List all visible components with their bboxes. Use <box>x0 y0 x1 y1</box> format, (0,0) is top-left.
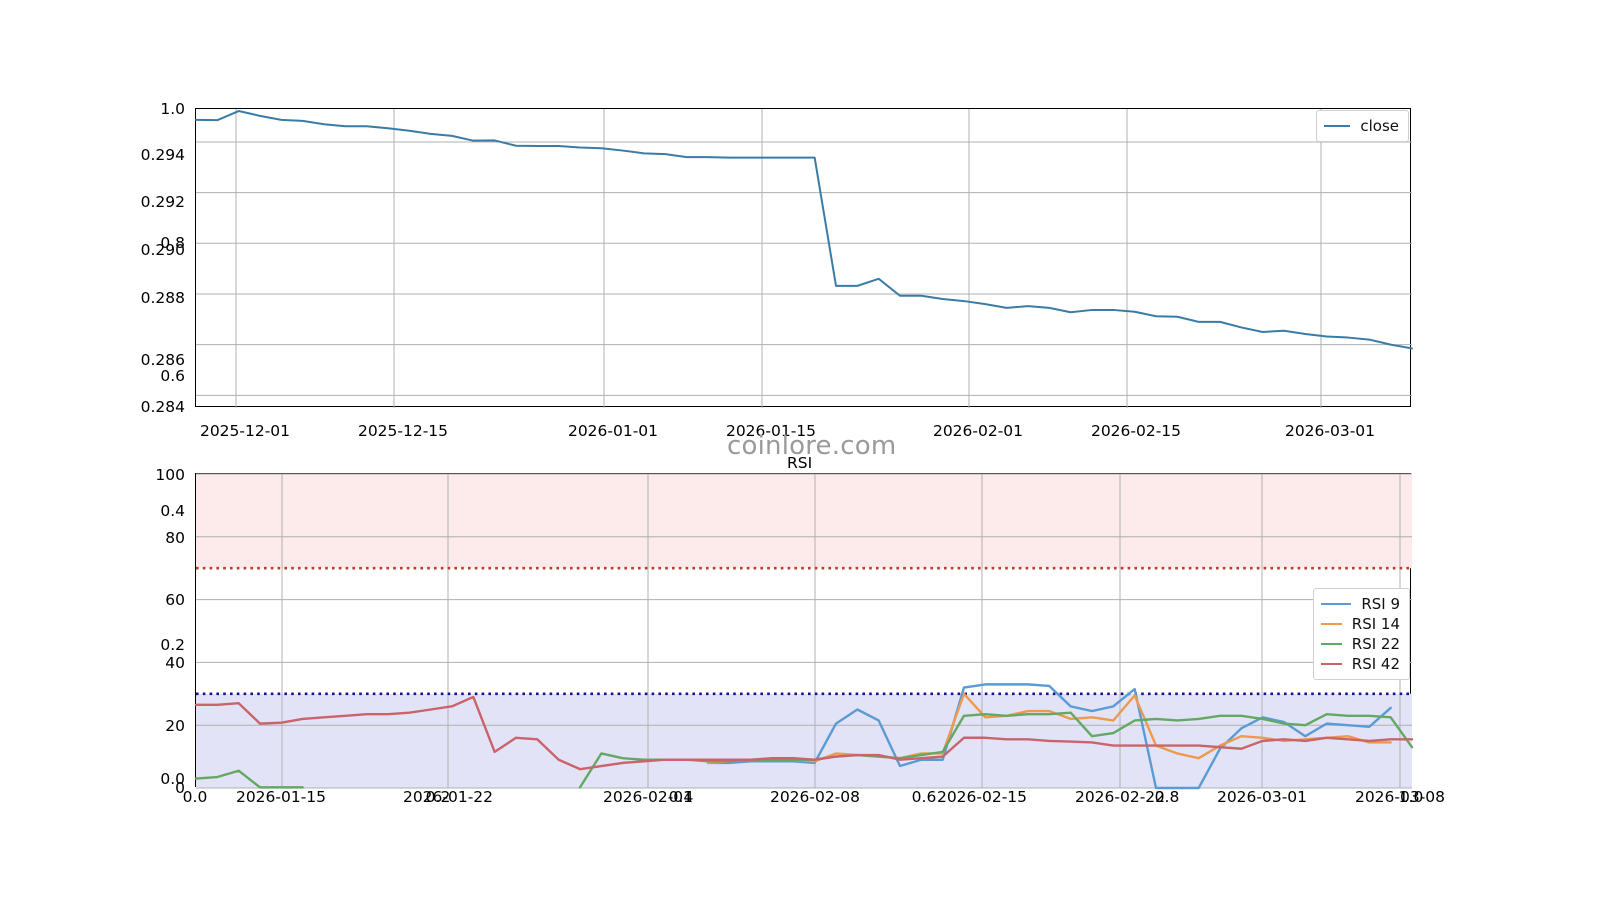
rsi-xtick-date-2: 2026-02-01 <box>602 788 694 806</box>
rsi-ytick-3: 40 <box>165 654 185 672</box>
price-overlay-ytick-0: 1.0 <box>160 100 185 118</box>
rsi42-line-swatch <box>1321 663 1342 665</box>
price-legend[interactable]: close <box>1316 110 1409 142</box>
price-ytick-5: 0.284 <box>140 398 185 416</box>
price-ytick-3: 0.288 <box>140 289 185 307</box>
rsi-overlay-ytick-0: 0.4 <box>160 502 185 520</box>
rsi-xtick-date-6: 2026-03-01 <box>1216 788 1308 806</box>
rsi-xtick-overlay-5: 1.0 <box>1398 788 1424 806</box>
rsi-xtick-overlay-0: 0.0 <box>182 788 208 806</box>
legend-label-rsi9: RSI 9 <box>1361 595 1400 613</box>
rsi-ytick-1: 80 <box>165 529 185 547</box>
price-overlay-ytick-1: 0.8 <box>160 234 185 252</box>
rsi-xtick-overlay-2: 0.4 <box>668 788 694 806</box>
legend-row-close[interactable]: close <box>1324 116 1399 136</box>
rsi-overlay-ytick-2: 0.0 <box>160 770 185 788</box>
legend-row-rsi42[interactable]: RSI 42 <box>1321 654 1400 674</box>
price-xtick-6: 2026-03-01 <box>1284 422 1376 440</box>
rsi-xtick-date-3: 2026-02-08 <box>769 788 861 806</box>
legend-label-close: close <box>1360 117 1399 135</box>
price-ytick-2: 0.290 <box>140 241 185 259</box>
price-xtick-5: 2026-02-15 <box>1090 422 1182 440</box>
rsi-xtick-overlay-4: 0.8 <box>1154 788 1180 806</box>
rsi-ytick-0: 100 <box>155 466 185 484</box>
price-chart-panel <box>195 108 1413 408</box>
rsi9-line-swatch <box>1321 603 1352 605</box>
price-xtick-3: 2026-01-15 <box>725 422 817 440</box>
price-xtick-2: 2026-01-01 <box>567 422 659 440</box>
price-series-plot <box>195 109 1413 408</box>
rsi-chart-panel <box>194 473 1414 790</box>
legend-row-rsi9[interactable]: RSI 9 <box>1321 594 1400 614</box>
price-overlay-ytick-2: 0.6 <box>160 367 185 385</box>
rsi-xtick-date-5: 2026-02-22 <box>1074 788 1166 806</box>
legend-row-rsi22[interactable]: RSI 22 <box>1321 634 1400 654</box>
legend-label-rsi42: RSI 42 <box>1351 655 1400 673</box>
coinlore-watermark: coinlore.com <box>727 431 897 461</box>
rsi-series-plot <box>194 473 1414 790</box>
rsi-panel-title: RSI <box>787 454 813 472</box>
price-ytick-4: 0.286 <box>140 351 185 369</box>
price-ytick-1: 0.292 <box>140 193 185 211</box>
rsi-overlay-ytick-1: 0.2 <box>160 636 185 654</box>
rsi-xtick-date-1: 2026-01-22 <box>402 788 494 806</box>
rsi22-line-swatch <box>1321 643 1342 645</box>
legend-label-rsi22: RSI 22 <box>1351 635 1400 653</box>
rsi-xtick-date-7: 2026-03-08 <box>1354 788 1446 806</box>
price-ytick-0: 0.294 <box>140 146 185 164</box>
rsi-xtick-overlay-3: 0.6 <box>911 788 937 806</box>
rsi-xtick-overlay-1: 0.2 <box>425 788 451 806</box>
price-xtick-1: 2025-12-15 <box>357 422 449 440</box>
price-xtick-4: 2026-02-01 <box>932 422 1024 440</box>
rsi-ytick-4: 20 <box>165 717 185 735</box>
legend-row-rsi14[interactable]: RSI 14 <box>1321 614 1400 634</box>
rsi-xtick-date-0: 2026-01-15 <box>235 788 327 806</box>
price-xtick-0: 2025-12-01 <box>199 422 291 440</box>
legend-label-rsi14: RSI 14 <box>1351 615 1400 633</box>
rsi-ytick-2: 60 <box>165 591 185 609</box>
close-line-swatch <box>1324 125 1351 127</box>
rsi-xtick-date-4: 2026-02-15 <box>936 788 1028 806</box>
rsi-legend[interactable]: RSI 9 RSI 14 RSI 22 RSI 42 <box>1313 588 1410 680</box>
rsi14-line-swatch <box>1321 623 1342 625</box>
rsi-ytick-5: 0 <box>175 779 185 797</box>
